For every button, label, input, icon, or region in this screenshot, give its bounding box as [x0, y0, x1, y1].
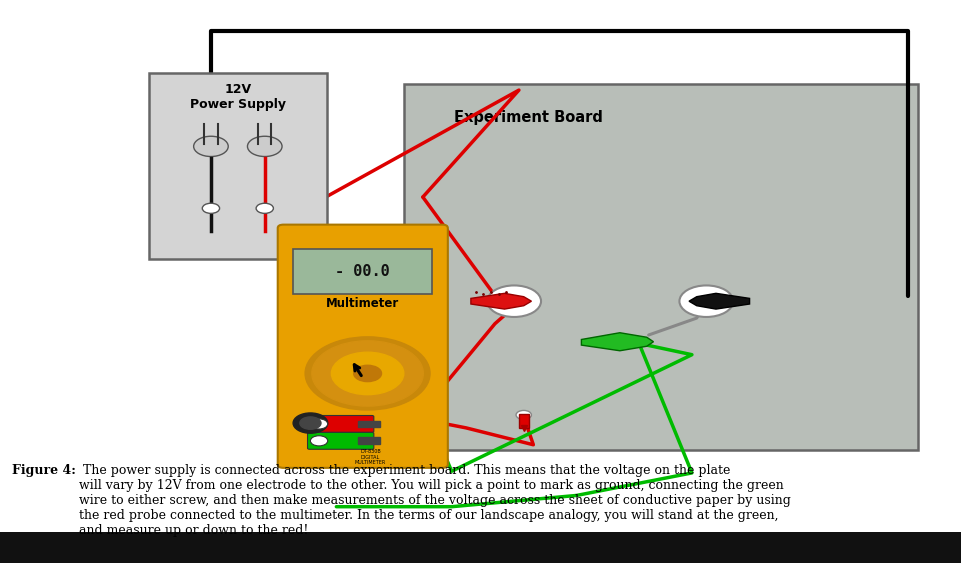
FancyBboxPatch shape	[404, 84, 918, 450]
Text: Experiment Board: Experiment Board	[455, 110, 603, 125]
Polygon shape	[581, 333, 653, 351]
FancyBboxPatch shape	[149, 73, 327, 259]
Circle shape	[300, 417, 321, 430]
Polygon shape	[471, 293, 531, 309]
FancyBboxPatch shape	[308, 432, 374, 449]
Circle shape	[679, 285, 733, 317]
Circle shape	[310, 419, 328, 429]
Bar	[358, 437, 380, 444]
Text: 12V
Power Supply: 12V Power Supply	[190, 83, 285, 111]
Text: Multimeter: Multimeter	[326, 297, 400, 310]
Text: - 00.0: - 00.0	[335, 264, 390, 279]
Circle shape	[332, 352, 404, 395]
Circle shape	[257, 203, 274, 213]
Text: DT-830B
DIGITAL
MULTIMETER: DT-830B DIGITAL MULTIMETER	[355, 449, 386, 465]
FancyBboxPatch shape	[308, 415, 374, 432]
FancyBboxPatch shape	[278, 225, 448, 468]
Circle shape	[293, 413, 328, 434]
Circle shape	[203, 203, 220, 213]
Bar	[519, 414, 529, 428]
Polygon shape	[689, 293, 750, 309]
Circle shape	[248, 136, 283, 157]
Circle shape	[311, 341, 423, 406]
Circle shape	[354, 365, 382, 382]
FancyBboxPatch shape	[293, 249, 432, 294]
Circle shape	[310, 436, 328, 446]
FancyBboxPatch shape	[0, 532, 961, 563]
Text: Figure 4:: Figure 4:	[12, 464, 76, 477]
Circle shape	[487, 285, 541, 317]
Circle shape	[516, 410, 531, 419]
Text: The power supply is connected across the experiment board. This means that the v: The power supply is connected across the…	[79, 464, 791, 538]
Circle shape	[306, 337, 431, 410]
Bar	[358, 421, 380, 427]
Circle shape	[193, 136, 229, 157]
